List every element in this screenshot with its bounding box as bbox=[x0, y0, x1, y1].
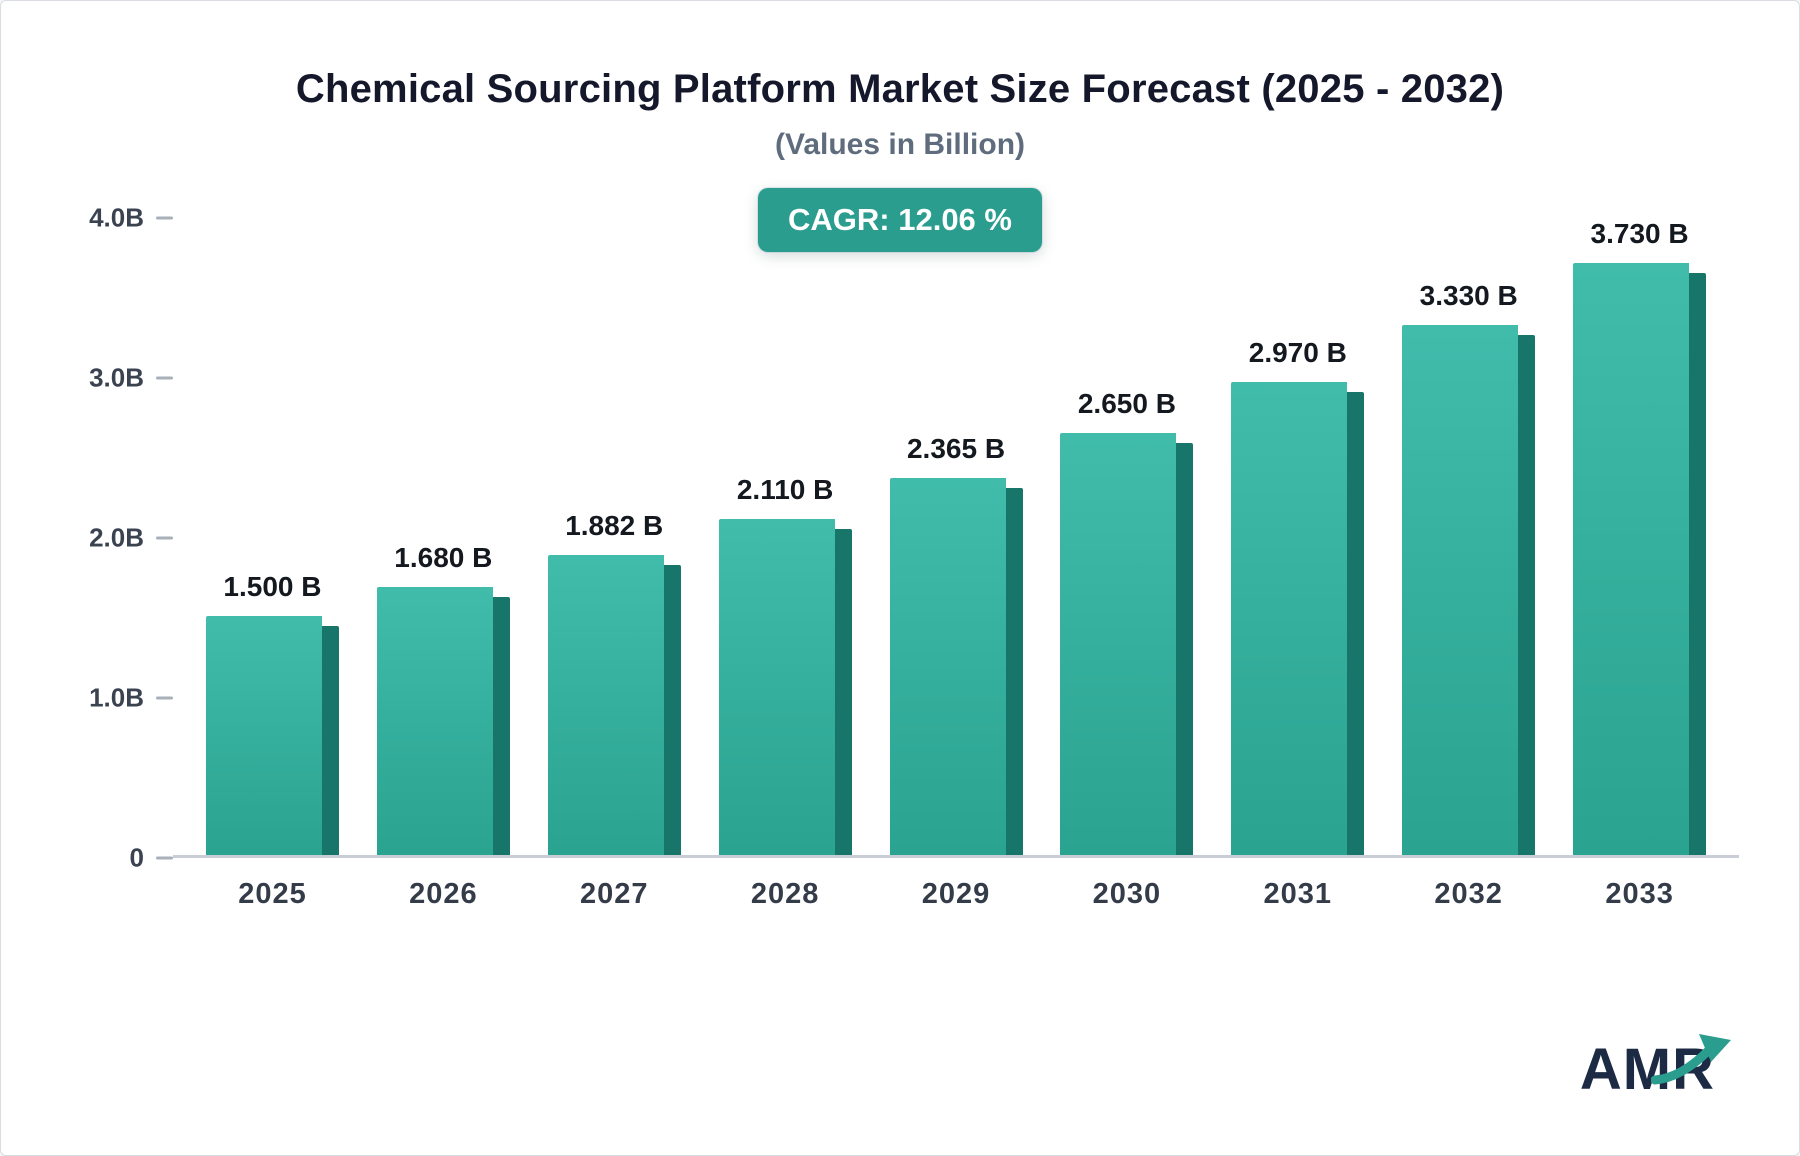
y-tick-label: 3.0B bbox=[89, 362, 144, 393]
plot-area: 1.500 B 1.680 B 1.882 B 2.110 B 2.365 B 2.650… bbox=[173, 218, 1739, 858]
bar-column: 2.365 B bbox=[871, 218, 1042, 855]
bar-value-label: 2.970 B bbox=[1248, 337, 1347, 369]
bar-side-face bbox=[321, 626, 339, 855]
y-tick-mark bbox=[156, 856, 173, 860]
y-tick-mark bbox=[156, 216, 173, 220]
bar bbox=[1231, 382, 1365, 855]
x-axis-label: 2026 bbox=[409, 878, 478, 910]
amr-logo: AMR bbox=[1580, 1034, 1731, 1103]
y-tick-mark bbox=[156, 536, 173, 540]
bar-side-face bbox=[1347, 392, 1365, 855]
bar-face bbox=[376, 587, 493, 855]
x-axis-label: 2028 bbox=[750, 878, 820, 910]
bar-column: 2.650 B bbox=[1041, 218, 1212, 855]
y-tick-mark bbox=[156, 696, 173, 700]
x-axis-labels: 2025 2026 2027 2028 2029 2030 2031 2032 2033 bbox=[173, 878, 1739, 911]
x-axis-label: 2029 bbox=[921, 878, 991, 910]
chart-header: Chemical Sourcing Platform Market Size F… bbox=[1, 1, 1799, 162]
bar-side-face bbox=[1176, 443, 1194, 855]
bar-value-label: 3.730 B bbox=[1590, 218, 1689, 249]
y-tick: 0 bbox=[130, 843, 173, 874]
bar-column: 1.680 B bbox=[358, 218, 529, 855]
x-axis-label: 2032 bbox=[1434, 878, 1503, 910]
bar-value-label: 2.650 B bbox=[1077, 388, 1176, 419]
bar-face bbox=[1231, 382, 1348, 855]
y-tick-label: 1.0B bbox=[89, 682, 144, 713]
bar-column: 3.730 B bbox=[1554, 218, 1725, 855]
bar-value-label: 1.500 B bbox=[223, 571, 322, 603]
bar-value-label: 3.330 B bbox=[1419, 279, 1518, 311]
bar-value-label: 2.365 B bbox=[906, 433, 1006, 465]
bar-chart: 0 1.0B 2.0B 3.0B 4.0B 1.500 B 1.680 B 1.882 B 2… bbox=[61, 203, 1739, 911]
bar-face bbox=[889, 478, 1006, 855]
y-tick-label: 2.0B bbox=[89, 522, 144, 553]
bar-side-face bbox=[1518, 334, 1536, 855]
bar-column: 2.970 B bbox=[1212, 218, 1383, 855]
bar-column: 2.110 B bbox=[700, 218, 871, 855]
bar-face bbox=[1573, 263, 1690, 855]
y-tick: 1.0B bbox=[89, 683, 173, 714]
bar-column: 3.330 B bbox=[1383, 218, 1554, 855]
y-tick: 4.0B bbox=[89, 203, 173, 234]
x-axis-label: 2031 bbox=[1263, 878, 1333, 910]
bar-side-face bbox=[663, 565, 681, 855]
bar bbox=[1573, 263, 1707, 855]
x-axis-label: 2030 bbox=[1092, 878, 1162, 910]
bar-face bbox=[205, 616, 322, 855]
bar-face bbox=[547, 555, 664, 855]
bar-side-face bbox=[1005, 488, 1023, 855]
bar bbox=[889, 478, 1023, 855]
bar-face bbox=[1402, 324, 1519, 855]
bar-face bbox=[718, 518, 835, 855]
chart-subtitle: (Values in Billion) bbox=[774, 128, 1026, 161]
y-tick-label: 4.0B bbox=[89, 202, 144, 233]
y-tick: 2.0B bbox=[89, 523, 173, 554]
bar-column: 1.500 B bbox=[187, 218, 358, 855]
bar-face bbox=[1060, 433, 1177, 855]
bar bbox=[205, 616, 339, 855]
bar bbox=[718, 518, 852, 855]
y-axis: 0 1.0B 2.0B 3.0B 4.0B bbox=[61, 203, 173, 873]
bar bbox=[1402, 324, 1536, 855]
bar bbox=[547, 555, 681, 855]
logo-arrow-icon bbox=[1651, 1034, 1731, 1085]
bar-value-label: 1.882 B bbox=[565, 510, 664, 542]
bar-value-label: 2.110 B bbox=[736, 473, 834, 505]
bar bbox=[376, 587, 510, 855]
bar bbox=[1060, 433, 1194, 855]
bar-column: 1.882 B bbox=[529, 218, 700, 855]
cagr-badge: CAGR: 12.06 % bbox=[758, 188, 1042, 252]
x-axis-label: 2033 bbox=[1605, 878, 1674, 910]
x-axis-label: 2027 bbox=[579, 878, 649, 910]
plot-wrap: 1.500 B 1.680 B 1.882 B 2.110 B 2.365 B 2.650… bbox=[173, 218, 1739, 911]
x-axis-label: 2025 bbox=[238, 878, 307, 910]
y-tick-label: 0 bbox=[129, 842, 144, 873]
bar-side-face bbox=[492, 597, 510, 855]
bar-side-face bbox=[1689, 273, 1707, 855]
bar-value-label: 1.680 B bbox=[394, 542, 493, 574]
cagr-badge-row: CAGR: 12.06 % bbox=[1, 188, 1799, 252]
y-tick: 3.0B bbox=[89, 363, 173, 394]
chart-title: Chemical Sourcing Platform Market Size F… bbox=[295, 67, 1505, 111]
y-tick-mark bbox=[156, 376, 173, 380]
bar-side-face bbox=[834, 528, 852, 855]
